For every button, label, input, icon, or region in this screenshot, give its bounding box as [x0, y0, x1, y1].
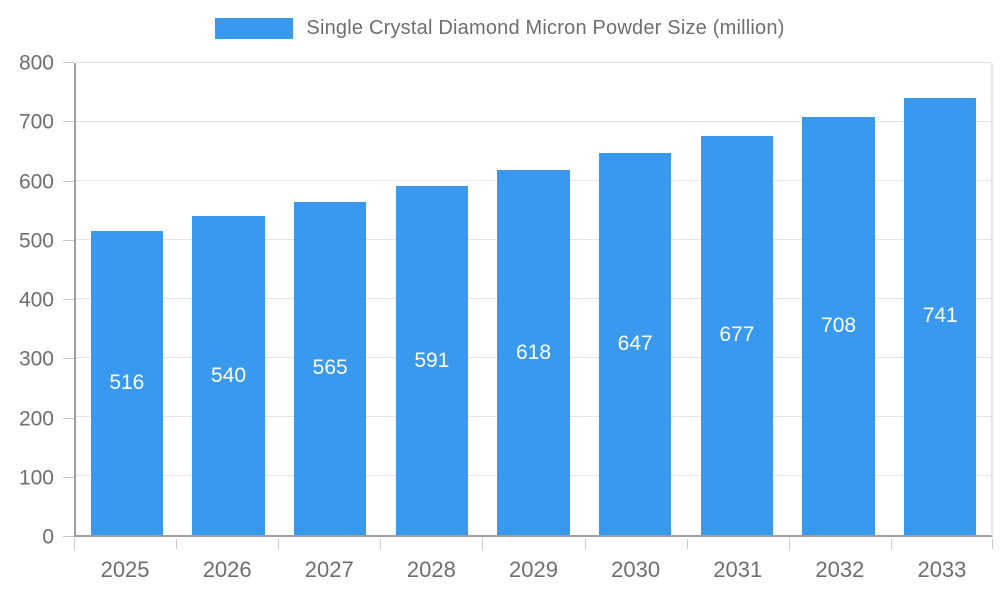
bar-category: 741 [889, 63, 991, 535]
y-tick-label: 300 [18, 347, 54, 371]
y-axis-labels: 0 100 200 300 400 500 600 700 800 [0, 53, 54, 548]
y-tick-mark [63, 180, 74, 182]
x-tick-label: 2026 [202, 557, 252, 582]
plot-area: 516 540 565 591 618 647 677 708 741 [74, 62, 993, 537]
bar: 647 [599, 153, 672, 535]
bar-category: 565 [279, 63, 381, 535]
x-tick-label: 2032 [815, 557, 865, 582]
bar-value-label: 540 [210, 363, 247, 387]
y-axis-ticks [63, 62, 74, 537]
x-tick-mark [890, 539, 892, 549]
x-tick-label: 2031 [713, 557, 763, 582]
y-tick-mark [63, 536, 74, 537]
bar: 741 [904, 97, 977, 535]
y-tick-mark [63, 299, 74, 300]
bar-series: 516 540 565 591 618 647 677 708 741 [76, 63, 991, 535]
y-tick-label: 0 [42, 525, 54, 549]
x-tick-mark [176, 539, 178, 549]
bar-category: 618 [483, 63, 585, 535]
x-tick-mark [686, 539, 688, 549]
y-tick-mark [63, 239, 74, 241]
y-tick-label: 500 [18, 229, 54, 253]
bar: 708 [802, 117, 875, 535]
x-tick-label: 2027 [304, 557, 354, 582]
y-tick-mark [63, 476, 74, 478]
bar-value-label: 647 [617, 332, 653, 356]
x-tick-label: 2025 [100, 557, 150, 582]
x-tick-mark [380, 539, 382, 549]
y-tick-label: 800 [18, 51, 54, 75]
x-tick-label: 2030 [611, 557, 661, 582]
y-tick-mark [63, 358, 74, 360]
bar: 677 [700, 135, 773, 535]
y-tick-label: 600 [18, 170, 54, 193]
y-tick-mark [63, 121, 74, 123]
bar-category: 708 [788, 63, 890, 535]
y-tick-mark [63, 417, 74, 419]
bar: 618 [497, 170, 570, 535]
bar-category: 516 [76, 63, 178, 535]
bar-value-label: 618 [516, 340, 552, 364]
bar-value-label: 741 [922, 304, 958, 328]
bar: 540 [192, 216, 265, 535]
bar-category: 540 [178, 63, 280, 535]
x-tick-mark [584, 539, 586, 549]
bar-category: 677 [686, 63, 788, 535]
y-tick-label: 400 [18, 288, 54, 312]
x-tick-mark [788, 539, 790, 549]
bar-value-label: 708 [821, 314, 857, 338]
x-axis-ticks [74, 539, 993, 549]
y-tick-label: 100 [18, 466, 54, 490]
x-tick-label: 2028 [406, 557, 456, 582]
y-tick-label: 200 [18, 407, 54, 430]
x-tick-label: 2029 [509, 557, 558, 582]
legend-item[interactable]: Single Crystal Diamond Micron Powder Siz… [0, 17, 1000, 40]
bar: 591 [395, 186, 468, 535]
bar-category: 647 [584, 63, 686, 535]
gridline [76, 62, 991, 63]
x-tick-label: 2033 [917, 557, 967, 582]
x-axis-labels: 2025 2026 2027 2028 2029 2030 2031 2032 2033 [74, 557, 993, 583]
legend-label: Single Crystal Diamond Micron Powder Siz… [306, 17, 785, 39]
gridline [76, 121, 991, 122]
bar-value-label: 677 [719, 323, 755, 347]
x-tick-mark [74, 539, 75, 549]
y-tick-mark [63, 62, 74, 63]
bar-value-label: 591 [414, 348, 450, 372]
x-tick-mark [482, 539, 484, 549]
legend-swatch-icon [215, 18, 294, 39]
x-tick-mark [278, 539, 280, 549]
bar: 565 [294, 201, 367, 535]
y-tick-label: 700 [18, 110, 54, 134]
bar-value-label: 516 [109, 370, 145, 394]
bar-category: 591 [381, 63, 483, 535]
bar: 516 [90, 230, 163, 535]
x-tick-mark [992, 539, 993, 549]
bar-value-label: 565 [312, 356, 348, 380]
